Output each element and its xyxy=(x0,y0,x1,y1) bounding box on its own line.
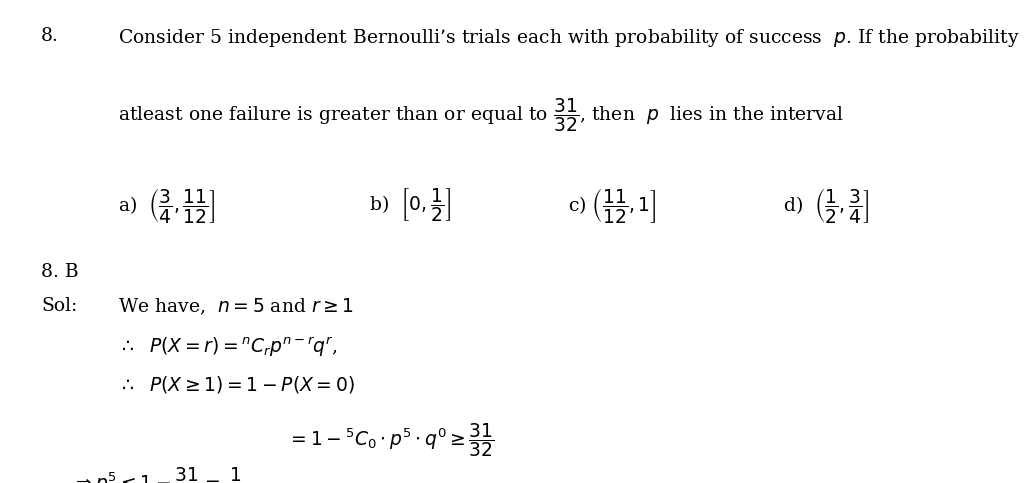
Text: We have,  $n = 5$ and $r \geq 1$: We have, $n = 5$ and $r \geq 1$ xyxy=(118,297,353,317)
Text: Sol:: Sol: xyxy=(41,297,77,315)
Text: 8. B: 8. B xyxy=(41,263,79,281)
Text: atleast one failure is greater than or equal to $\dfrac{31}{32}$, then  $p$  lie: atleast one failure is greater than or e… xyxy=(118,97,844,134)
Text: Consider 5 independent Bernoulli’s trials each with probability of success  $p$.: Consider 5 independent Bernoulli’s trial… xyxy=(118,27,1024,49)
Text: $\therefore$  $P( X \geq 1) = 1 - P( X = 0)$: $\therefore$ $P( X \geq 1) = 1 - P( X = … xyxy=(118,374,354,395)
Text: c) $\left(\dfrac{11}{12}, 1\right]$: c) $\left(\dfrac{11}{12}, 1\right]$ xyxy=(568,186,657,225)
Text: d)  $\left(\dfrac{1}{2}, \dfrac{3}{4}\right]$: d) $\left(\dfrac{1}{2}, \dfrac{3}{4}\rig… xyxy=(783,186,870,225)
Text: 8.: 8. xyxy=(41,27,58,44)
Text: a)  $\left(\dfrac{3}{4}, \dfrac{11}{12}\right]$: a) $\left(\dfrac{3}{4}, \dfrac{11}{12}\r… xyxy=(118,186,215,225)
Text: b)  $\left[0, \dfrac{1}{2}\right]$: b) $\left[0, \dfrac{1}{2}\right]$ xyxy=(369,186,451,224)
Text: $\Rightarrow p^5 \leq 1 - \dfrac{31}{32} = \dfrac{1}{32}$: $\Rightarrow p^5 \leq 1 - \dfrac{31}{32}… xyxy=(72,465,250,483)
Text: $= 1 - {}^5C_0 \cdot p^5 \cdot q^0 \geq \dfrac{31}{32}$: $= 1 - {}^5C_0 \cdot p^5 \cdot q^0 \geq … xyxy=(287,421,495,459)
Text: $\therefore$  $P( X = r) = {}^nC_r p^{n-r} q^r$,: $\therefore$ $P( X = r) = {}^nC_r p^{n-r… xyxy=(118,336,338,359)
